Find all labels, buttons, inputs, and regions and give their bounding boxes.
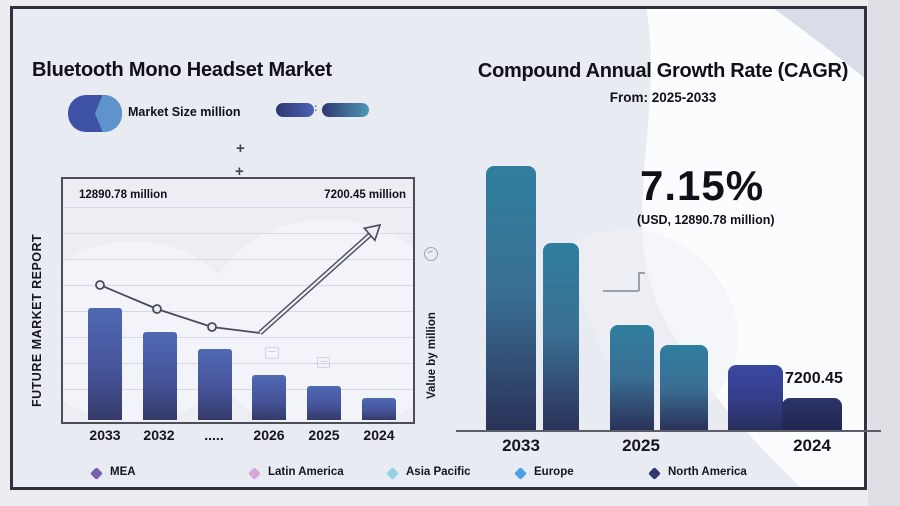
market-bar-2024 [362,398,396,420]
cagr-bar-2024-2 [782,398,842,431]
legend-label-mea: MEA [110,466,136,478]
cagr-basis: (USD, 12890.78 million) [637,213,775,227]
annotation-2024-value: 7200.45 million [324,189,406,201]
x-label-2025: 2025 [308,427,340,443]
cagr-title: Compound Annual Growth Rate (CAGR) [477,60,849,82]
trend-line-arrow [95,223,382,335]
cagr-bar-2033-1 [486,166,536,431]
x-label-2024: 2024 [363,427,395,443]
pill-icon [276,103,314,117]
legend-label-asia-pacific: Asia Pacific [406,466,471,478]
gridline [63,285,413,286]
series-label: Market Size million [128,105,241,119]
bar-value-annotation: 7200.45 [785,370,843,387]
cagr-bar-2025-1 [610,325,654,431]
watermark-future-market-report: FUTURE MARKET REPORT [30,233,44,407]
cagr-value: 7.15% [640,162,765,209]
cagr-subtitle: From: 2025-2033 [609,90,717,105]
x-label-2024: 2024 [793,436,831,455]
market-size-chart: 12890.78 million 7200.45 million [61,177,415,424]
legend-label-latin-america: Latin America [268,466,344,478]
step-bracket [603,290,639,292]
pill-icon [322,103,369,117]
gridline [63,337,413,338]
legend-label-europe: Europe [534,466,574,478]
right-edge-band [868,0,900,506]
x-label-ellipsis: ..... [204,427,224,443]
cagr-bar-2025-2 [660,345,708,431]
x-label-2032: 2032 [143,427,175,443]
gridline [63,363,413,364]
market-bar-2026 [252,375,286,420]
cagr-bars [451,160,881,431]
step-bracket [638,272,640,291]
market-bar-2025 [307,386,341,420]
y-axis-label: Value by million [426,312,438,400]
page-title: Bluetooth Mono Headset Market [32,59,332,81]
cylinder-icon [68,95,122,132]
cagr-bar-2024-1 [728,365,783,431]
pill-separator: : [314,103,318,114]
gridline [63,259,413,260]
market-bars [63,179,413,422]
gridline [63,389,413,390]
annotation-2033-value: 12890.78 million [79,189,168,201]
x-label-2025: 2025 [622,436,660,455]
gridline [63,233,413,234]
x-label-2033: 2033 [89,427,121,443]
market-bar-2032 [143,332,177,420]
legend-label-north-america: North America [668,466,747,478]
gridline [63,311,413,312]
market-bar-2033 [88,308,122,420]
x-label-2033: 2033 [502,436,540,455]
market-bar-..... [198,349,232,420]
document-ghost-icon [265,347,279,359]
gridline [63,207,413,208]
x-label-2026: 2026 [253,427,285,443]
x-axis-line [456,430,881,432]
document-ghost-icon [317,357,330,368]
step-bracket [638,272,645,274]
plus-icon: + [235,163,244,180]
plus-icon: + [236,140,245,157]
cylinder-cap [95,95,122,132]
cagr-bar-2033-2 [543,243,579,431]
